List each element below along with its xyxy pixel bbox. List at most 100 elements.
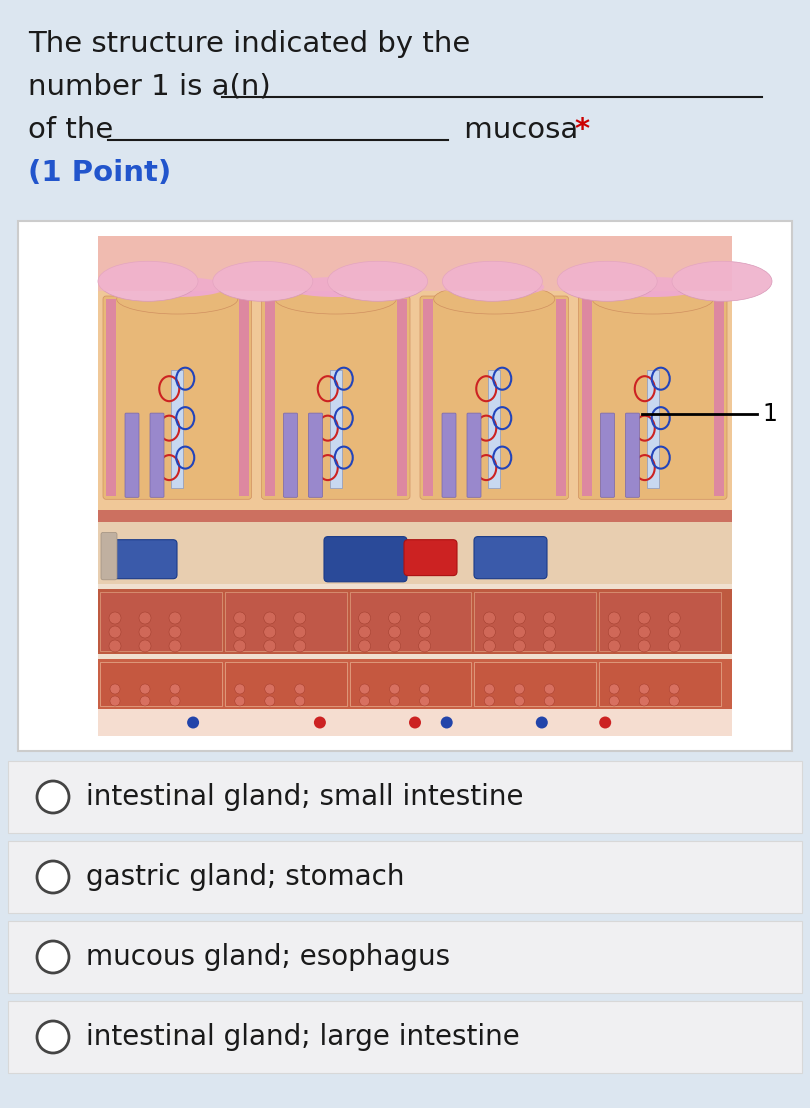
Circle shape (514, 612, 526, 624)
Bar (100, 592, 222, 652)
Circle shape (294, 640, 306, 652)
FancyBboxPatch shape (420, 296, 569, 500)
Text: 1: 1 (762, 402, 777, 427)
Ellipse shape (213, 261, 313, 301)
Bar (225, 592, 347, 652)
Circle shape (639, 696, 649, 706)
Circle shape (109, 612, 121, 624)
Circle shape (669, 684, 680, 694)
Bar (8, 841, 802, 913)
Circle shape (169, 612, 181, 624)
Circle shape (544, 612, 556, 624)
FancyBboxPatch shape (18, 220, 792, 751)
Circle shape (360, 696, 369, 706)
Circle shape (294, 626, 306, 638)
Circle shape (139, 626, 151, 638)
Circle shape (314, 717, 326, 728)
Bar (100, 661, 222, 706)
Circle shape (419, 612, 431, 624)
FancyBboxPatch shape (114, 540, 177, 578)
Ellipse shape (433, 284, 555, 314)
Circle shape (110, 684, 120, 694)
Circle shape (264, 640, 275, 652)
Circle shape (638, 626, 650, 638)
Circle shape (390, 684, 399, 694)
Circle shape (514, 684, 524, 694)
Bar (98, 709, 732, 736)
Bar (350, 661, 471, 706)
Circle shape (169, 640, 181, 652)
Circle shape (139, 612, 151, 624)
Ellipse shape (98, 261, 198, 301)
Bar (488, 370, 501, 489)
Circle shape (234, 640, 245, 652)
Circle shape (608, 612, 620, 624)
Circle shape (419, 626, 431, 638)
Circle shape (668, 612, 680, 624)
Circle shape (295, 696, 305, 706)
Text: gastric gland; stomach: gastric gland; stomach (86, 863, 404, 891)
Text: number 1 is a(n): number 1 is a(n) (28, 73, 280, 101)
Circle shape (235, 684, 245, 694)
Circle shape (514, 696, 524, 706)
Bar (98, 510, 732, 522)
Circle shape (668, 626, 680, 638)
Bar (423, 299, 433, 496)
Circle shape (140, 696, 150, 706)
Circle shape (110, 696, 120, 706)
Circle shape (484, 612, 496, 624)
FancyBboxPatch shape (101, 533, 117, 579)
Circle shape (484, 684, 494, 694)
Bar (98, 589, 732, 654)
Circle shape (235, 696, 245, 706)
Circle shape (420, 684, 429, 694)
Ellipse shape (592, 284, 714, 314)
Bar (646, 370, 659, 489)
Circle shape (544, 640, 556, 652)
Circle shape (484, 626, 496, 638)
Circle shape (295, 684, 305, 694)
FancyBboxPatch shape (625, 413, 640, 497)
Bar (397, 299, 407, 496)
Circle shape (139, 640, 151, 652)
Text: of the: of the (28, 116, 122, 144)
Circle shape (668, 640, 680, 652)
Ellipse shape (286, 277, 386, 297)
Circle shape (535, 717, 548, 728)
Bar (98, 659, 732, 709)
Circle shape (234, 612, 245, 624)
Bar (8, 921, 802, 993)
Text: mucosa: mucosa (455, 116, 587, 144)
Circle shape (109, 640, 121, 652)
Bar (98, 584, 732, 589)
Circle shape (359, 626, 371, 638)
Circle shape (140, 684, 150, 694)
Circle shape (360, 684, 369, 694)
FancyBboxPatch shape (98, 236, 732, 736)
Circle shape (669, 696, 680, 706)
Ellipse shape (127, 277, 227, 297)
Circle shape (359, 640, 371, 652)
Circle shape (37, 1020, 69, 1053)
Ellipse shape (603, 277, 702, 297)
Circle shape (265, 696, 275, 706)
Circle shape (638, 640, 650, 652)
Ellipse shape (327, 261, 428, 301)
Ellipse shape (557, 261, 657, 301)
Circle shape (608, 640, 620, 652)
FancyBboxPatch shape (467, 413, 481, 497)
Circle shape (294, 612, 306, 624)
Ellipse shape (672, 261, 772, 301)
Text: (1 Point): (1 Point) (28, 160, 171, 187)
Bar (475, 592, 596, 652)
Circle shape (264, 626, 275, 638)
Circle shape (37, 941, 69, 973)
FancyBboxPatch shape (442, 413, 456, 497)
Ellipse shape (445, 277, 544, 297)
Bar (330, 370, 342, 489)
Circle shape (441, 717, 453, 728)
FancyBboxPatch shape (474, 536, 547, 578)
FancyBboxPatch shape (404, 540, 457, 575)
FancyBboxPatch shape (324, 536, 407, 582)
Circle shape (234, 626, 245, 638)
